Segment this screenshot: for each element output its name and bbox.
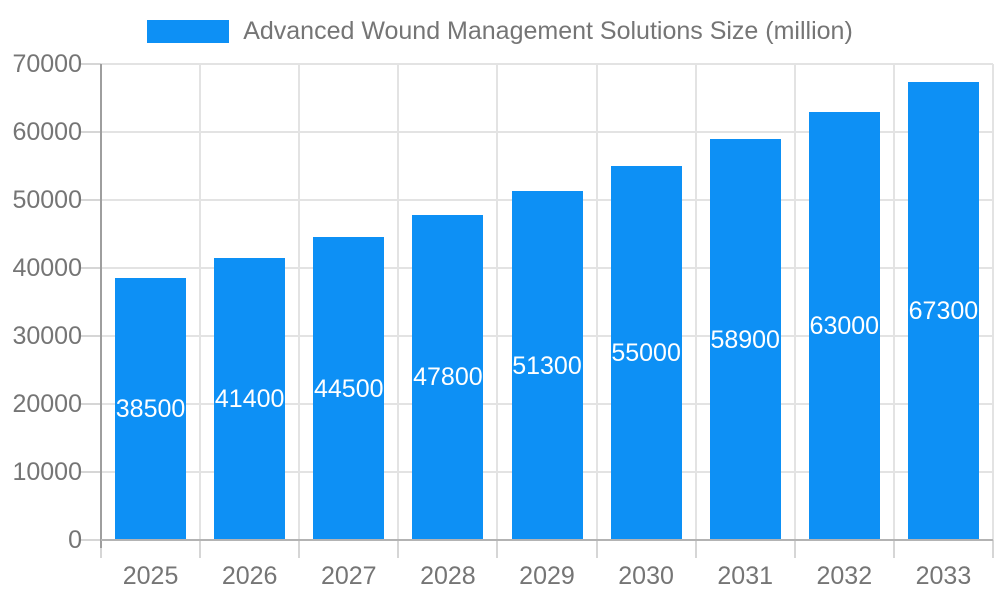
x-axis-label: 2025	[122, 562, 179, 590]
bar[interactable]	[610, 166, 682, 540]
gridline-vertical	[298, 64, 301, 540]
bar-value-label: 51300	[512, 351, 582, 380]
x-axis-tick	[793, 540, 796, 558]
y-axis-tick	[80, 403, 101, 405]
bar[interactable]	[214, 258, 286, 540]
x-axis-tick	[496, 540, 499, 558]
x-axis-tick	[892, 540, 895, 558]
bar[interactable]	[808, 111, 880, 540]
y-axis-label: 10000	[12, 458, 82, 486]
legend[interactable]: Advanced Wound Management Solutions Size…	[0, 13, 1000, 49]
bar-value-label: 67300	[908, 297, 979, 326]
y-axis-label: 70000	[12, 50, 82, 78]
x-axis-label: 2029	[519, 562, 575, 590]
gridline-horizontal	[101, 131, 993, 133]
legend-swatch	[147, 19, 230, 43]
x-axis-tick	[298, 540, 301, 558]
x-axis-label: 2026	[221, 562, 278, 590]
y-axis-label: 20000	[12, 390, 82, 418]
gridline-vertical	[496, 64, 499, 540]
x-axis-tick	[694, 540, 697, 558]
bar[interactable]	[313, 237, 385, 540]
y-axis-tick	[80, 471, 101, 473]
y-axis-tick	[80, 539, 101, 541]
x-axis-label: 2032	[816, 562, 873, 590]
x-axis-tick	[992, 540, 994, 558]
gridline-vertical	[694, 64, 697, 540]
x-axis-tick	[100, 540, 102, 558]
bar[interactable]	[115, 278, 187, 540]
x-axis-label: 2031	[717, 562, 774, 590]
bar-value-label: 41400	[214, 385, 285, 414]
x-axis-label: 2033	[915, 562, 972, 590]
gridline-vertical	[595, 64, 598, 540]
gridline-vertical	[992, 64, 994, 540]
y-axis-label: 40000	[12, 254, 82, 282]
bar-value-label: 47800	[413, 363, 483, 392]
bar[interactable]	[511, 191, 583, 540]
gridline-vertical	[397, 64, 400, 540]
bar-value-label: 63000	[809, 311, 880, 340]
bar[interactable]	[907, 82, 979, 540]
y-axis-label: 60000	[12, 118, 82, 146]
gridline-horizontal	[101, 63, 993, 65]
bar-value-label: 44500	[314, 374, 384, 403]
x-axis-label: 2027	[320, 562, 377, 590]
y-axis-label: 30000	[12, 322, 82, 350]
x-axis-line	[101, 539, 993, 541]
y-axis-tick	[80, 267, 101, 269]
x-axis-tick	[397, 540, 400, 558]
y-axis-tick	[80, 131, 101, 133]
bar[interactable]	[412, 214, 484, 540]
y-axis-tick	[80, 199, 101, 201]
legend-title: Advanced Wound Management Solutions Size…	[243, 16, 853, 45]
y-axis-label: 0	[68, 526, 82, 554]
gridline-vertical	[793, 64, 796, 540]
bar-value-label: 58900	[710, 325, 780, 354]
gridline-vertical	[892, 64, 895, 540]
y-axis-label: 50000	[12, 186, 82, 214]
bar[interactable]	[709, 139, 781, 540]
x-axis-tick	[199, 540, 202, 558]
x-axis-label: 2030	[618, 562, 674, 590]
gridline-vertical	[199, 64, 202, 540]
bar-value-label: 38500	[115, 395, 186, 424]
bar-value-label: 55000	[611, 339, 681, 367]
y-axis-tick	[80, 335, 101, 337]
y-axis-tick	[80, 63, 101, 65]
y-axis-line	[100, 64, 102, 548]
x-axis-label: 2028	[420, 562, 476, 590]
x-axis-tick	[595, 540, 598, 558]
